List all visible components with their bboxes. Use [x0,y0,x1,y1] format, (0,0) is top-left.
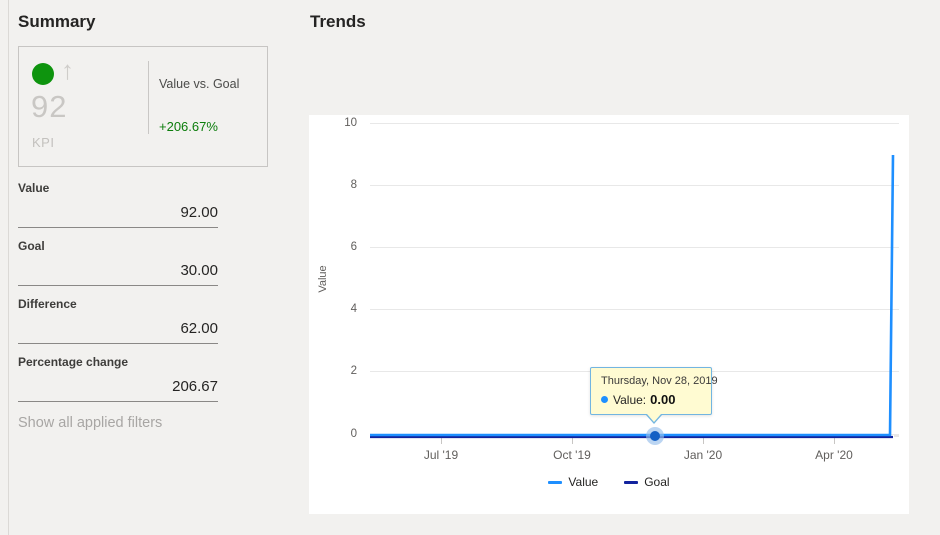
pane-left-border [8,0,9,535]
summary-fields: Value 92.00 Goal 30.00 Difference 62.00 … [18,181,218,413]
field-value: 206.67 [18,378,218,402]
x-tick: Jan '20 [683,448,723,462]
value-series-swatch [548,480,563,484]
field-label: Value [18,181,50,195]
series-bullet-icon [601,396,608,403]
y-tick: 4 [350,303,357,315]
gridline [370,247,899,248]
legend-item-value[interactable]: Value [548,475,598,489]
x-tick-mark [572,437,573,444]
field-row-value: Value 92.00 [18,181,218,228]
kpi-value: 92 [31,89,68,124]
tooltip-series-label: Value: [613,392,647,407]
trend-chart[interactable]: Value 10 8 6 4 2 0 Jul '19 Oct '19 Jan '… [309,115,909,514]
data-point-marker[interactable] [650,431,660,441]
field-value: 92.00 [18,204,218,228]
kpi-comparison-label: Value vs. Goal [159,77,240,91]
field-label: Difference [18,297,77,311]
y-tick: 2 [350,365,357,377]
legend-label: Goal [644,475,670,489]
kpi-card: ↑ 92 KPI Value vs. Goal +206.67% [18,46,268,167]
kpi-label: KPI [32,135,55,150]
kpi-card-divider [148,61,149,134]
goal-series-swatch [624,480,639,484]
field-row-difference: Difference 62.00 [18,297,218,344]
show-filters-link[interactable]: Show all applied filters [18,415,163,431]
field-label: Goal [18,239,45,253]
gridline [370,185,899,186]
legend-label: Value [568,475,599,489]
chart-lines [370,154,899,439]
x-tick-mark [703,437,704,444]
tooltip-series-value: 0.00 [650,392,676,407]
kpi-change-percent: +206.67% [159,119,218,134]
tooltip-value-row: Value: 0.00 [601,392,711,407]
x-tick-mark [834,437,835,444]
trends-heading: Trends [310,12,366,31]
x-tick-mark [441,437,442,444]
trend-up-arrow-icon: ↑ [61,55,74,85]
field-label: Percentage change [18,355,129,369]
gridline [370,309,899,310]
y-tick: 0 [350,428,357,440]
chart-tooltip: Thursday, Nov 28, 2019 Value: 0.00 [590,367,718,415]
x-tick: Apr '20 [815,448,853,462]
gridline [370,123,899,124]
tooltip-pointer-fill [647,414,661,422]
summary-heading: Summary [18,12,96,31]
y-tick: 10 [344,117,357,129]
y-tick: 8 [350,179,357,191]
field-value: 62.00 [18,320,218,344]
field-row-percentage-change: Percentage change 206.67 [18,355,218,402]
y-tick: 6 [350,241,357,253]
field-row-goal: Goal 30.00 [18,239,218,286]
field-value: 30.00 [18,262,218,286]
kpi-status-dot [32,63,54,85]
value-line [370,154,895,437]
chart-legend: Value Goal [309,475,909,489]
x-tick: Oct '19 [553,448,591,462]
legend-item-goal[interactable]: Goal [624,475,670,489]
x-tick: Jul '19 [423,448,459,462]
tooltip-date: Thursday, Nov 28, 2019 [601,375,718,387]
